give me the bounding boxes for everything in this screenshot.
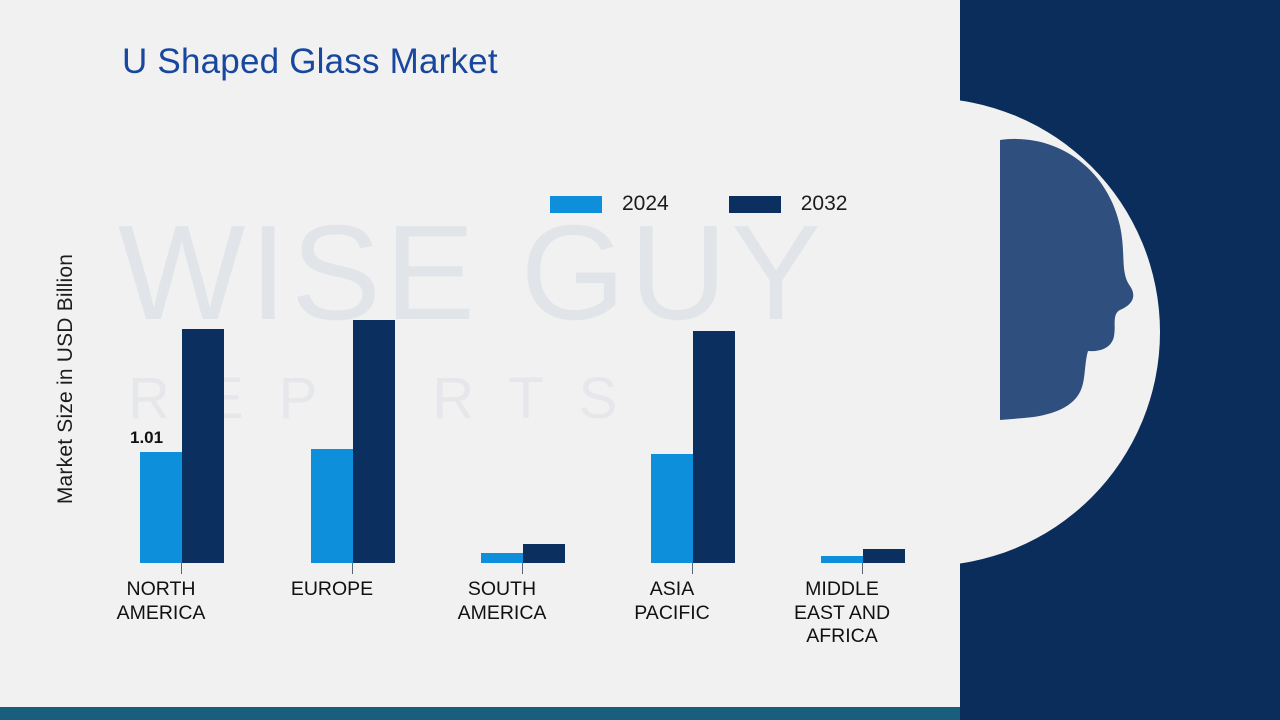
legend-label-2024: 2024 (622, 192, 669, 215)
axis-tick (181, 563, 182, 574)
bar-2024-south-america[interactable] (481, 553, 523, 563)
brand-panel: WISE GUY R E P O R T S (960, 0, 1280, 720)
bar-value-label: 1.01 (130, 428, 164, 447)
bar-2024-asia-pacific[interactable] (651, 454, 693, 563)
bar-2032-north-america[interactable] (182, 329, 224, 563)
head-profile-silhouette-icon (980, 130, 1170, 440)
x-axis-category-label: SOUTH AMERICA (457, 578, 547, 624)
legend-item-2032[interactable]: 2032 (728, 192, 848, 216)
page-title: U Shaped Glass Market (122, 42, 498, 81)
legend-swatch-2024 (550, 195, 602, 213)
y-axis-label: Market Size in USD Billion (48, 196, 84, 562)
y-axis-label-text: Market Size in USD Billion (54, 253, 77, 505)
bar-2024-europe[interactable] (311, 449, 353, 563)
bar-2032-asia-pacific[interactable] (693, 331, 735, 563)
legend-item-2024[interactable]: 2024 (550, 192, 669, 216)
bar-2024-middle-east-and-africa[interactable] (821, 556, 863, 563)
x-axis-category-label: MIDDLE EAST AND AFRICA (793, 578, 891, 647)
chart-legend: 2024 2032 (550, 192, 847, 216)
bar-2032-south-america[interactable] (523, 544, 565, 563)
x-axis-category-label: ASIA PACIFIC (634, 578, 710, 624)
x-axis-category-label: NORTH AMERICA (116, 578, 206, 624)
legend-swatch-2032 (728, 195, 781, 213)
bar-2032-europe[interactable] (353, 320, 395, 563)
axis-tick (352, 563, 353, 574)
axis-tick (692, 563, 693, 574)
axis-tick (522, 563, 523, 574)
bottom-accent-strip (0, 707, 960, 720)
bar-2032-middle-east-and-africa[interactable] (863, 549, 905, 563)
bar-2024-north-america[interactable] (140, 452, 182, 563)
x-axis-category-label: EUROPE (290, 578, 374, 600)
chart: Market Size in USD Billion 2024 2032 1.0… (48, 192, 950, 647)
axis-tick (862, 563, 863, 574)
plot-area: 1.01 NORTH AMERICA EUROPE SOUTH AMERICA ASIA… (100, 210, 950, 647)
legend-label-2032: 2032 (800, 192, 848, 215)
